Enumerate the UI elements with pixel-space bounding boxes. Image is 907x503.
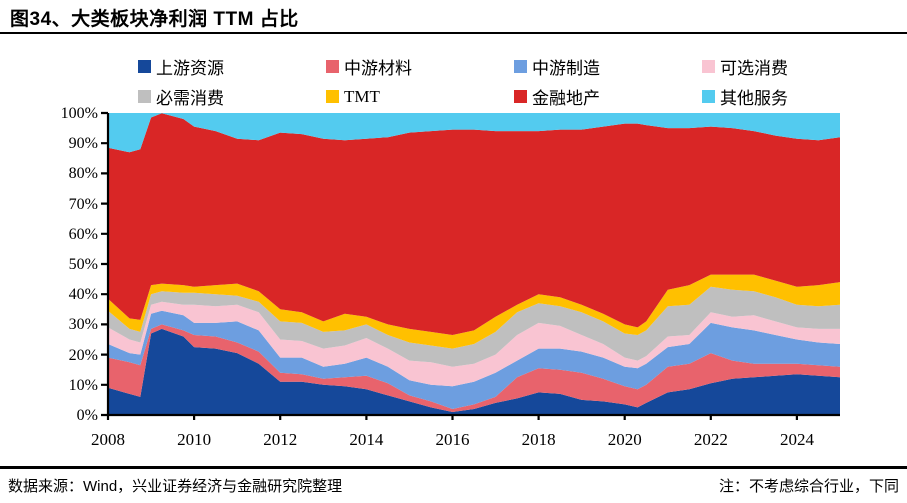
x-axis-label: 2012 [263,430,298,449]
x-axis-label: 2008 [91,430,125,449]
y-axis-label: 90% [68,135,98,153]
y-axis-label: 100% [60,105,98,122]
legend-swatch [702,60,715,73]
legend-label: 上游资源 [156,59,224,78]
legend-item: 其他服务 [702,84,890,109]
area-中游制造 [108,310,840,409]
chart-title: 图34、大类板块净利润 TTM 占比 [10,9,299,30]
area-TMT [108,274,840,349]
legend-item: 中游材料 [326,54,514,79]
x-axis-label: 2022 [693,430,728,449]
y-axis-label: 50% [68,256,98,273]
x-axis-label: 2020 [607,430,642,449]
legend-item: TMT [326,84,514,109]
y-axis-label: 20% [68,346,98,364]
area-可选消费 [108,301,840,387]
x-axis-label: 2018 [521,430,556,449]
legend-swatch [514,60,527,73]
x-axis-label: 2010 [177,430,212,449]
legend-label: 其他服务 [720,89,788,108]
x-axis-label: 2016 [435,430,470,449]
legend-swatch [138,90,151,103]
legend-item: 必需消费 [138,84,326,109]
x-axis-label: 2014 [349,430,384,449]
data-source-note: 数据来源：Wind，兴业证券经济与金融研究院整理 [8,478,343,495]
legend-swatch [514,90,527,103]
y-axis-label: 10% [68,376,98,394]
y-axis-label: 70% [68,195,98,213]
legend-label: 中游材料 [344,59,412,78]
legend-swatch [138,60,151,73]
legend-item: 金融地产 [514,84,702,109]
legend-swatch [326,60,339,73]
footnote: 注：不考虑综合行业，下同 [718,478,899,495]
axes [101,111,840,420]
y-axis-label: 60% [68,225,98,243]
y-axis-label: 0% [76,407,98,424]
area-其他服务 [108,113,840,153]
legend-item: 上游资源 [138,54,326,79]
legend-label: 可选消费 [720,59,788,78]
stacked-area-chart [101,111,840,420]
legend: 上游资源 中游材料 中游制造 可选消费必需消费 TMT 金融地产 其他服务 [138,54,890,109]
legend-swatch [326,90,339,103]
y-axis-label: 30% [68,316,98,334]
legend-item: 可选消费 [702,54,890,79]
legend-item: 中游制造 [514,54,702,79]
legend-label: TMT [344,86,380,106]
y-axis-label: 40% [68,286,98,304]
area-必需消费 [108,286,840,367]
area-上游资源 [108,328,840,415]
area-金融地产 [108,113,840,335]
legend-label: 金融地产 [532,89,600,108]
legend-swatch [702,90,715,103]
footer-divider [0,466,907,469]
x-axis-label: 2024 [779,430,814,449]
area-中游材料 [108,324,840,412]
legend-label: 必需消费 [156,89,224,108]
y-axis-label: 80% [68,165,98,183]
title-divider [0,32,907,34]
legend-label: 中游制造 [532,59,600,78]
